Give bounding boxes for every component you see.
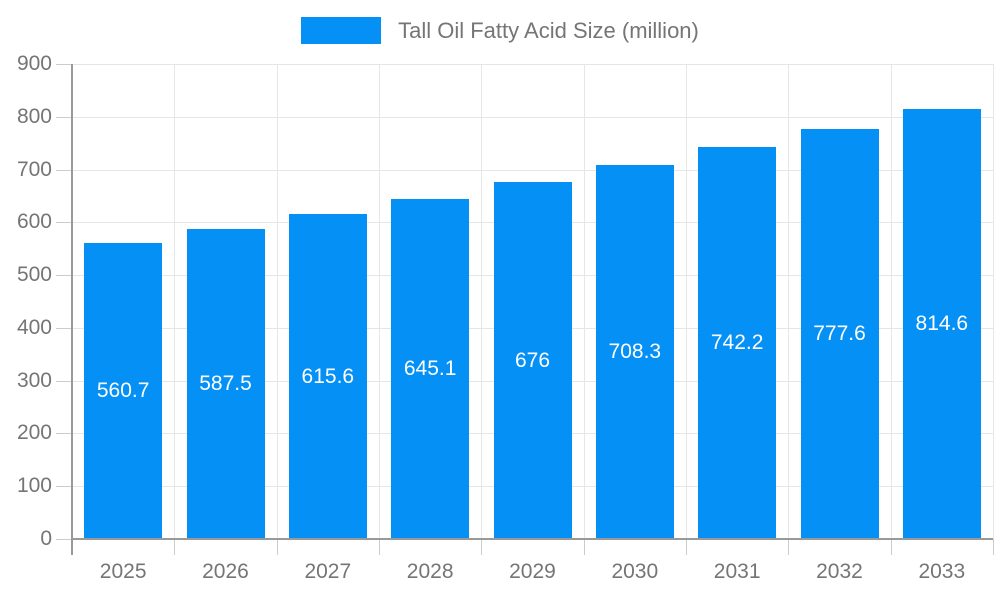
- x-axis-line: [71, 538, 993, 540]
- bar-value-label: 814.6: [915, 312, 969, 336]
- y-gridline: [72, 169, 993, 171]
- x-tick-label: 2029: [509, 560, 556, 583]
- x-tick: [481, 539, 483, 555]
- y-tick: [56, 169, 72, 171]
- y-tick-label: 400: [16, 315, 52, 339]
- legend[interactable]: Tall Oil Fatty Acid Size (million): [0, 17, 1000, 44]
- x-gridline: [481, 64, 483, 539]
- bar-value-label: 615.6: [301, 364, 355, 388]
- y-gridline: [72, 116, 993, 118]
- y-tick: [56, 327, 72, 329]
- x-tick-label: 2031: [713, 560, 761, 583]
- bar-2031[interactable]: 742.2: [698, 147, 777, 539]
- bar-2028[interactable]: 645.1: [391, 198, 470, 539]
- y-tick: [56, 64, 72, 65]
- x-gridline: [276, 64, 278, 539]
- y-tick: [56, 380, 72, 382]
- y-tick: [56, 116, 72, 118]
- x-tick-label: 2032: [816, 560, 863, 583]
- y-tick-label: 200: [16, 421, 52, 445]
- bar-value-label: 777.6: [813, 321, 866, 345]
- y-tick-label: 900: [16, 52, 52, 75]
- x-tick-label: 2028: [406, 560, 454, 583]
- x-gridline: [379, 64, 380, 539]
- y-tick: [56, 433, 72, 435]
- x-tick-label: 2030: [611, 560, 659, 583]
- bar-2032[interactable]: 777.6: [800, 128, 879, 539]
- x-tick: [174, 539, 176, 555]
- x-tick: [379, 539, 380, 555]
- bar-value-label: 742.2: [710, 331, 764, 355]
- y-tick: [56, 275, 72, 277]
- x-gridline: [890, 64, 892, 539]
- y-tick-label: 800: [16, 104, 52, 128]
- bar-2025[interactable]: 560.7: [84, 243, 163, 539]
- x-tick: [890, 539, 892, 555]
- legend-label: Tall Oil Fatty Acid Size (million): [398, 17, 699, 43]
- bar-2029[interactable]: 676: [493, 182, 572, 539]
- bar-2033[interactable]: 814.6: [902, 109, 981, 539]
- bar-2030[interactable]: 708.3: [595, 165, 674, 539]
- y-tick-label: 0: [40, 527, 52, 550]
- y-axis-line: [71, 64, 73, 555]
- y-gridline: [72, 64, 993, 65]
- x-gridline: [583, 64, 585, 539]
- x-tick-label: 2026: [202, 560, 249, 583]
- legend-swatch: [301, 17, 382, 44]
- y-tick: [56, 486, 72, 488]
- x-gridline: [993, 64, 994, 539]
- y-tick: [56, 539, 72, 540]
- y-tick-label: 500: [16, 263, 52, 287]
- x-gridline: [686, 64, 687, 539]
- x-tick: [276, 539, 278, 555]
- bar-value-label: 560.7: [96, 379, 150, 403]
- x-tick: [788, 539, 790, 555]
- bar-value-label: 645.1: [403, 356, 457, 380]
- y-tick-label: 700: [16, 157, 52, 181]
- bar-2026[interactable]: 587.5: [186, 228, 265, 539]
- y-tick-label: 600: [16, 210, 52, 234]
- x-tick: [583, 539, 585, 555]
- bar-value-label: 708.3: [608, 340, 662, 364]
- bar-value-label: 587.5: [199, 371, 252, 395]
- x-tick-label: 2027: [304, 560, 352, 583]
- y-tick-label: 300: [16, 368, 52, 392]
- x-gridline: [174, 64, 176, 539]
- y-tick-label: 100: [16, 474, 52, 498]
- y-tick: [56, 222, 72, 224]
- x-tick: [993, 539, 994, 555]
- x-tick: [686, 539, 687, 555]
- x-tick-label: 2025: [99, 560, 147, 583]
- bar-value-label: 676: [514, 348, 551, 372]
- x-gridline: [788, 64, 790, 539]
- x-tick-label: 2033: [918, 560, 966, 583]
- bar-2027[interactable]: 615.6: [288, 214, 367, 539]
